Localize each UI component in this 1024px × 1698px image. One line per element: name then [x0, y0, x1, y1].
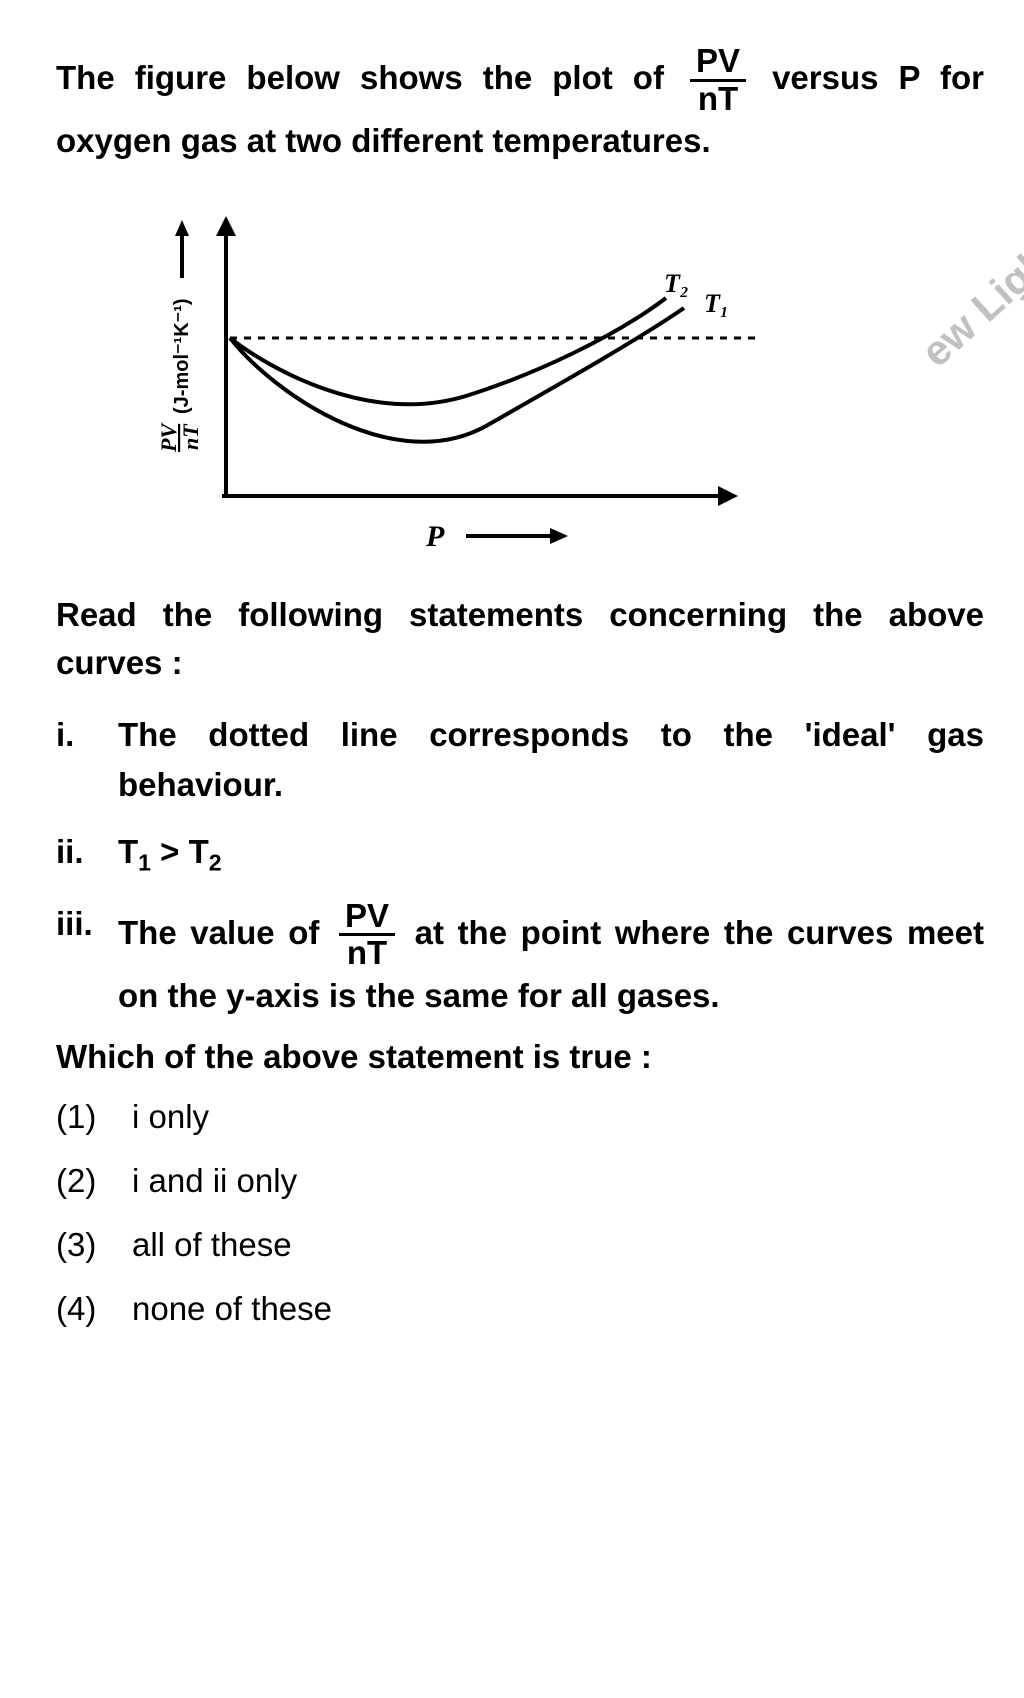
statement-iii: iii. The value of PVnT at the point wher… [56, 899, 984, 1021]
intro-fraction: PVnT [690, 44, 746, 116]
statement-body: T1 > T2 [118, 827, 984, 880]
statements-list: i. The dotted line corresponds to the 'i… [56, 710, 984, 1020]
statement-num: ii. [56, 827, 118, 880]
statement-body: The dotted line corresponds to the 'idea… [118, 710, 984, 809]
svg-text:(J-mol⁻¹K⁻¹): (J-mol⁻¹K⁻¹) [171, 298, 193, 414]
statement-ii: ii. T1 > T2 [56, 827, 984, 880]
statement-num: i. [56, 710, 118, 809]
stmt3-fraction: PVnT [339, 899, 395, 971]
option-text: i only [132, 1098, 209, 1136]
statement-i: i. The dotted line corresponds to the 'i… [56, 710, 984, 809]
option-num: (1) [56, 1098, 132, 1136]
option-1[interactable]: (1) i only [56, 1098, 984, 1136]
option-text: i and ii only [132, 1162, 297, 1200]
which-question: Which of the above statement is true : [56, 1038, 984, 1076]
chart-svg: T₂T₁PPVnT(J-mol⁻¹K⁻¹) [136, 196, 776, 556]
option-3[interactable]: (3) all of these [56, 1226, 984, 1264]
read-prompt: Read the following statements concerning… [56, 591, 984, 687]
statement-body: The value of PVnT at the point where the… [118, 899, 984, 1021]
chart-container: T₂T₁PPVnT(J-mol⁻¹K⁻¹) [136, 196, 984, 561]
option-text: all of these [132, 1226, 292, 1264]
option-num: (4) [56, 1290, 132, 1328]
stmt3-pre: The value of [118, 914, 333, 951]
option-num: (3) [56, 1226, 132, 1264]
options-list: (1) i only (2) i and ii only (3) all of … [56, 1098, 984, 1328]
svg-text:P: P [425, 520, 445, 553]
option-num: (2) [56, 1162, 132, 1200]
svg-text:T₂: T₂ [664, 269, 689, 298]
option-text: none of these [132, 1290, 332, 1328]
svg-text:T₁: T₁ [704, 289, 729, 318]
option-4[interactable]: (4) none of these [56, 1290, 984, 1328]
intro-part1: The figure below shows the plot of [56, 59, 684, 96]
intro-paragraph: The figure below shows the plot of PVnT … [56, 44, 984, 166]
option-2[interactable]: (2) i and ii only [56, 1162, 984, 1200]
statement-num: iii. [56, 899, 118, 1021]
svg-text:nT: nT [178, 423, 203, 450]
